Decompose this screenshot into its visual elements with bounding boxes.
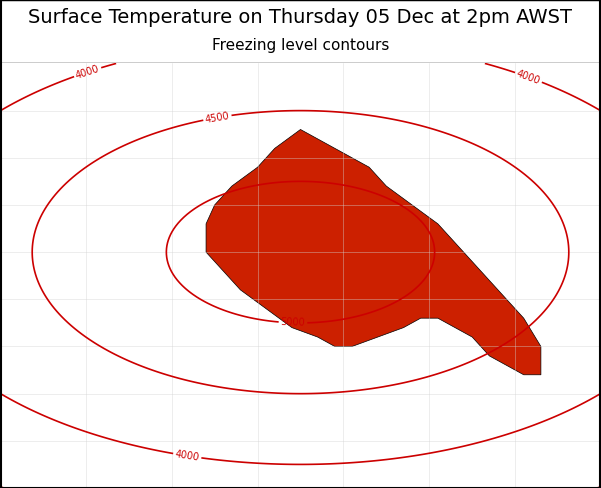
Text: 4000: 4000 (515, 68, 542, 86)
Polygon shape (206, 129, 541, 375)
Text: 4000: 4000 (174, 449, 200, 463)
Text: Surface Temperature on Thursday 05 Dec at 2pm AWST: Surface Temperature on Thursday 05 Dec a… (28, 8, 573, 27)
Text: 5000: 5000 (281, 317, 305, 328)
Text: Freezing level contours: Freezing level contours (212, 38, 389, 53)
Text: 4000: 4000 (75, 63, 101, 81)
Text: 4500: 4500 (204, 111, 230, 124)
